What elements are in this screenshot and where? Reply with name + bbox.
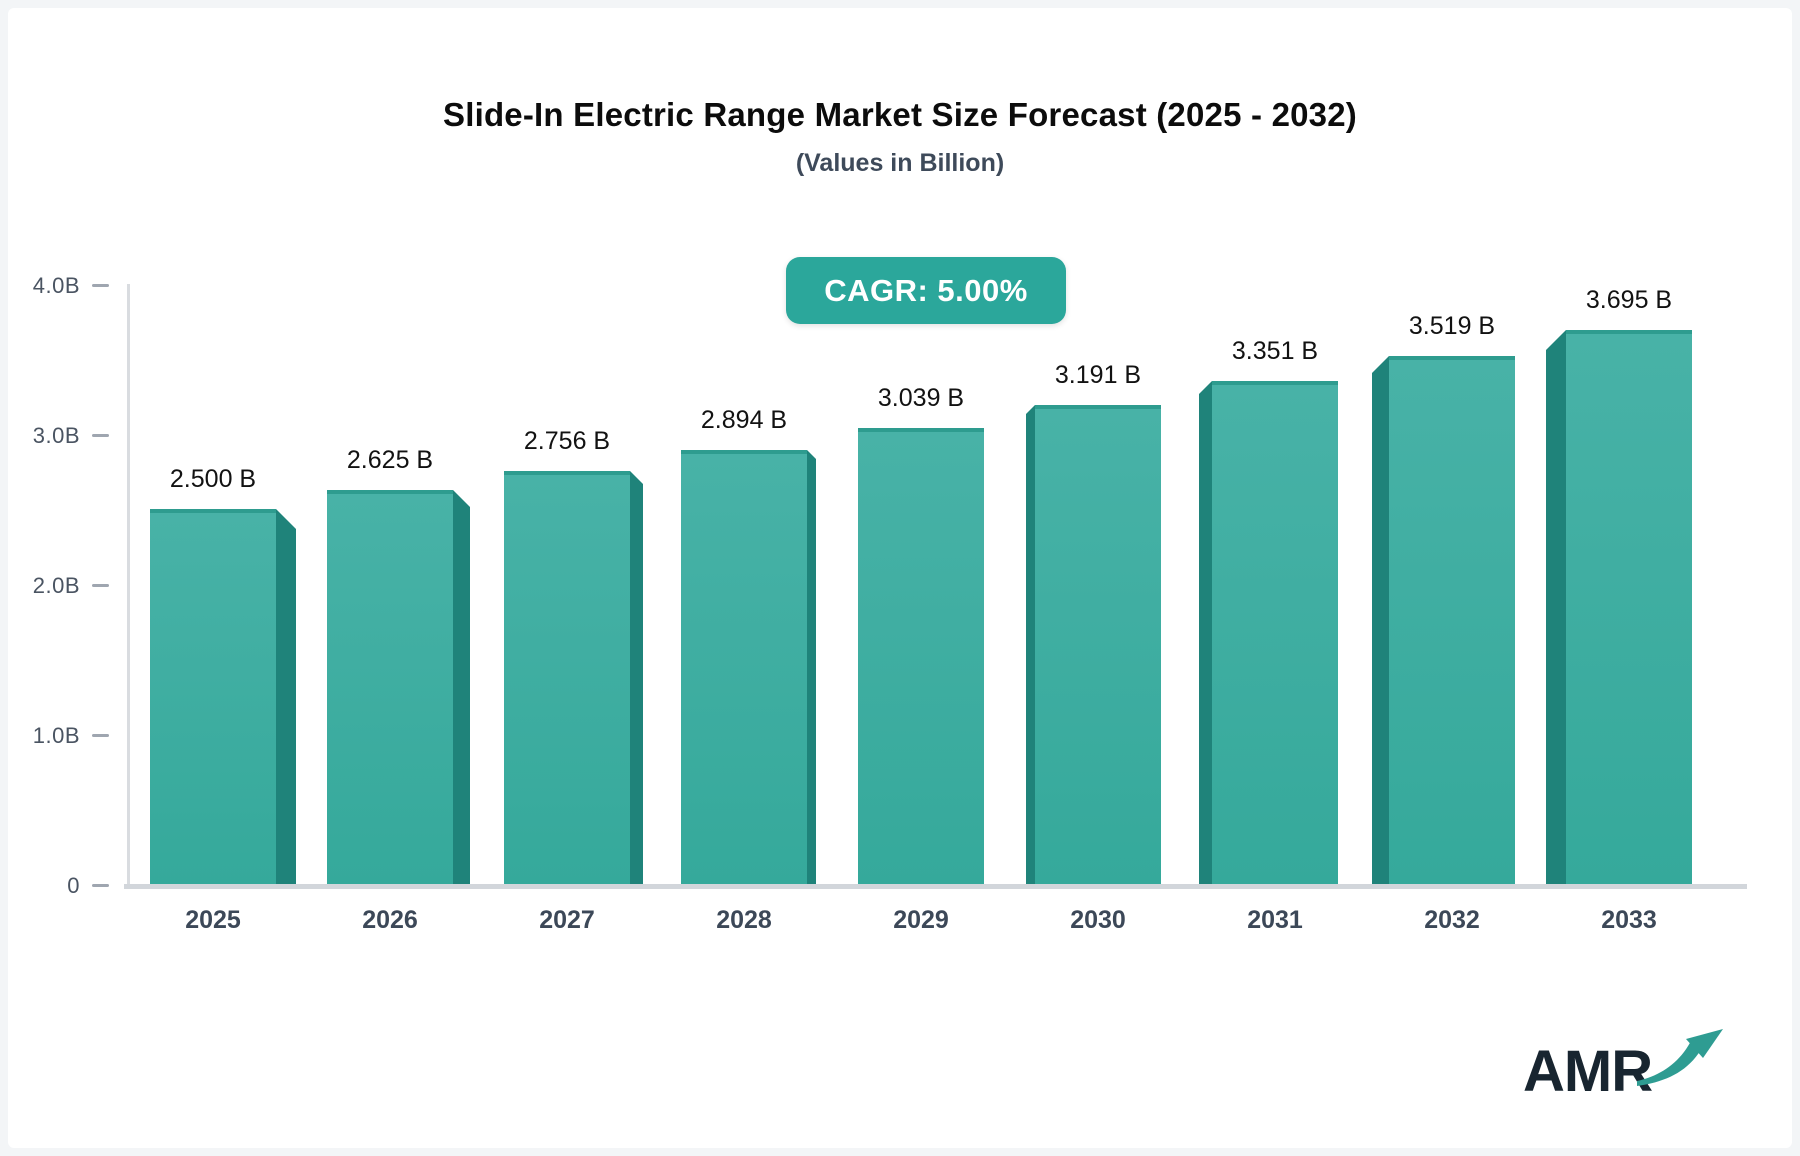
x-tick-label: 2032 [1424,906,1480,934]
bar-side [807,450,816,884]
cagr-badge-label: CAGR: 5.00% [824,272,1028,308]
x-tick-label: 2029 [893,906,949,934]
x-tick-label: 2025 [185,906,241,934]
y-tick-label: 3.0B [32,423,80,448]
x-tick-label: 2030 [1070,906,1126,934]
bar-face [858,428,984,884]
y-tick-label: 2.0B [32,573,80,598]
bar-value-label: 3.191 B [1054,361,1142,389]
bar-side [276,509,296,884]
y-tick-dash [92,434,109,437]
bar-face [504,471,630,884]
y-tick-dash [92,884,109,887]
bar-side [1026,405,1035,884]
bar-value-label: 2.625 B [346,446,434,474]
y-tick-dash [92,284,109,287]
y-tick-dash [92,584,109,587]
y-tick-label: 4.0B [32,273,80,298]
bar-face [681,450,807,884]
x-tick-label: 2026 [362,906,418,934]
bar-side [1546,330,1566,884]
bar-face [1389,356,1515,884]
x-tick-label: 2033 [1601,906,1657,934]
y-tick-label: 0 [67,873,80,898]
bar-face [1035,405,1161,884]
bar-side [1372,356,1389,884]
bar-side [453,490,470,884]
x-tick-label: 2028 [716,906,772,934]
amr-logo: AMR [1523,1029,1733,1114]
bar-face [327,490,453,884]
x-axis-line [124,884,1747,889]
y-axis-line [127,284,130,889]
amr-logo-text: AMR [1523,1039,1653,1104]
bar-value-label: 3.519 B [1408,312,1496,340]
bar-value-label: 3.351 B [1231,337,1319,365]
bar-value-label: 3.039 B [877,384,965,412]
chart-title: Slide-In Electric Range Market Size Fore… [443,96,1357,133]
trend-arrow-icon [1637,1029,1723,1086]
x-tick-label: 2031 [1247,906,1303,934]
bar-value-label: 2.756 B [523,427,611,455]
bar-value-label: 3.695 B [1585,286,1673,314]
bar-face [1212,381,1338,884]
bar-value-label: 2.500 B [169,465,257,493]
bar-face [150,509,276,884]
chart-subtitle: (Values in Billion) [795,149,1005,177]
bar-side [1199,381,1212,884]
x-tick-label: 2027 [539,906,595,934]
bar-face [1566,330,1692,884]
bar-value-label: 2.894 B [700,406,788,434]
bar-side [630,471,643,884]
cagr-badge: CAGR: 5.00% [786,257,1066,324]
y-tick-label: 1.0B [32,723,80,748]
y-tick-dash [92,734,109,737]
